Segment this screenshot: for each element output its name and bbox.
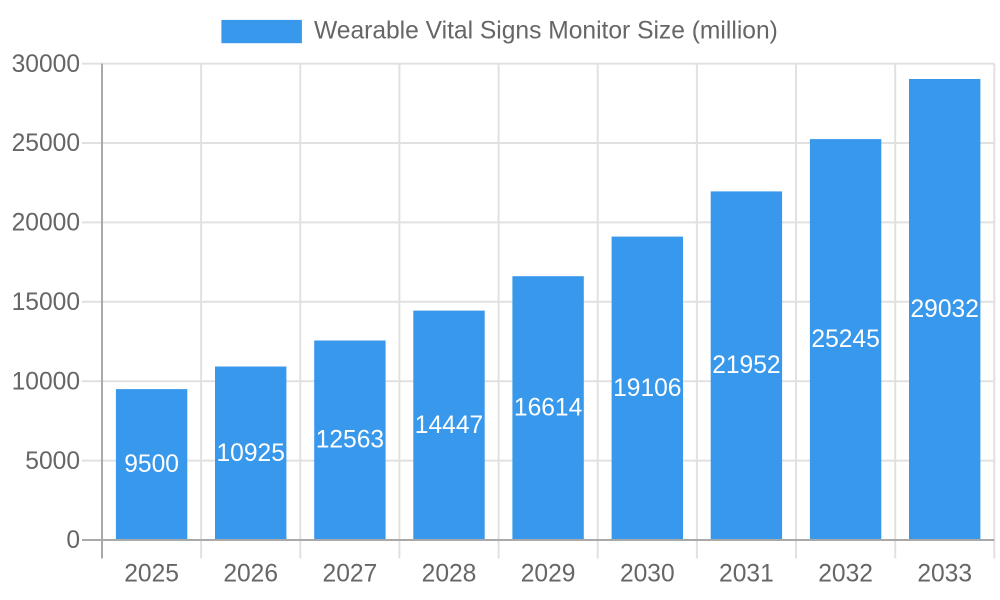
svg-text:12563: 12563 — [316, 427, 384, 454]
svg-text:15000: 15000 — [12, 289, 80, 316]
svg-text:Wearable Vital Signs Monitor S: Wearable Vital Signs Monitor Size (milli… — [314, 18, 778, 45]
svg-text:21952: 21952 — [712, 352, 780, 379]
svg-text:20000: 20000 — [12, 210, 80, 237]
svg-text:2027: 2027 — [323, 560, 378, 587]
svg-text:16614: 16614 — [514, 395, 582, 422]
svg-text:2030: 2030 — [620, 560, 675, 587]
svg-text:2028: 2028 — [422, 560, 477, 587]
svg-text:2031: 2031 — [719, 560, 774, 587]
svg-text:29032: 29032 — [911, 296, 979, 323]
svg-text:2025: 2025 — [124, 560, 179, 587]
svg-text:9500: 9500 — [124, 451, 179, 478]
svg-text:25000: 25000 — [12, 130, 80, 157]
svg-text:2026: 2026 — [223, 560, 278, 587]
svg-text:19106: 19106 — [613, 375, 681, 402]
svg-text:14447: 14447 — [415, 412, 483, 439]
svg-text:2032: 2032 — [818, 560, 873, 587]
svg-text:30000: 30000 — [12, 51, 80, 78]
svg-text:10925: 10925 — [217, 440, 285, 467]
svg-text:0: 0 — [66, 527, 80, 554]
svg-text:5000: 5000 — [25, 448, 80, 475]
svg-text:2029: 2029 — [521, 560, 576, 587]
svg-text:10000: 10000 — [12, 368, 80, 395]
svg-text:2033: 2033 — [917, 560, 972, 587]
svg-text:25245: 25245 — [811, 326, 879, 353]
